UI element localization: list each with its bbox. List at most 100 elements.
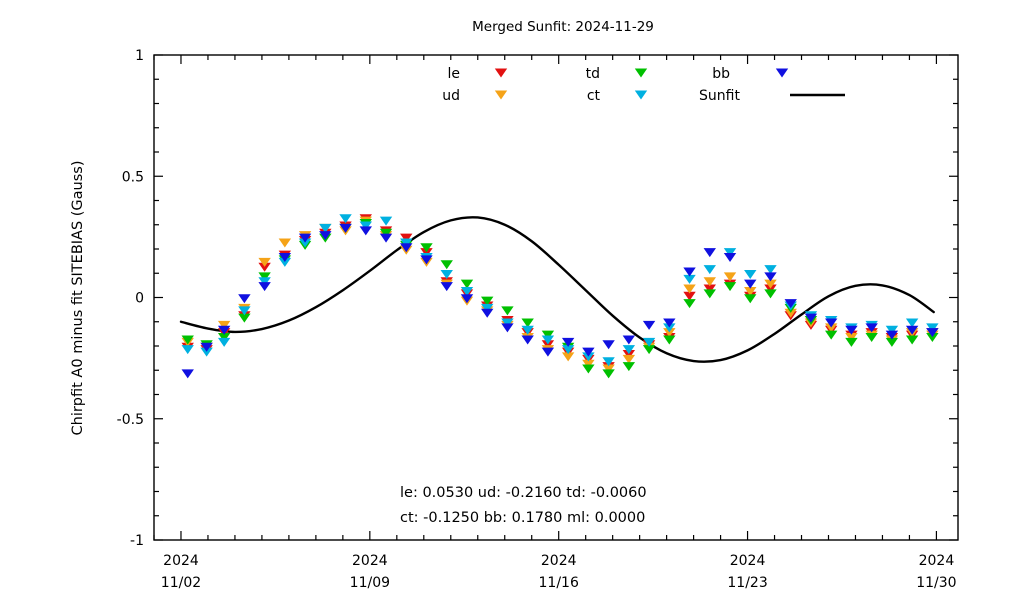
data-marker-bb	[744, 279, 757, 289]
x-tick-label-year: 2024	[163, 553, 199, 569]
data-marker-bb	[723, 252, 737, 262]
data-marker-ct	[885, 325, 899, 335]
data-marker-le	[541, 340, 555, 350]
data-marker-bb	[804, 313, 818, 323]
x-tick-label-year: 2024	[352, 553, 388, 569]
data-marker-ct	[319, 223, 332, 233]
data-marker-ct	[460, 286, 474, 296]
data-marker-ud	[683, 284, 696, 294]
data-marker-ct	[400, 238, 413, 248]
data-marker-bb	[642, 320, 656, 330]
data-marker-ud	[561, 352, 575, 362]
data-marker-le	[764, 284, 777, 294]
data-marker-td	[541, 330, 555, 340]
data-points	[181, 214, 939, 379]
data-marker-td	[379, 228, 393, 238]
data-marker-ud	[845, 333, 858, 343]
data-marker-ct	[926, 323, 939, 333]
data-marker-bb	[238, 294, 251, 304]
y-axis-tick-labels: 1 0.5 0 -0.5 -1	[117, 48, 144, 549]
legend-label-td: td	[586, 66, 600, 82]
chart-title: Merged Sunfit: 2024-11-29	[472, 19, 654, 35]
legend-marker-bb	[775, 68, 789, 78]
legend-marker-ct	[634, 90, 648, 100]
data-marker-ct	[258, 277, 271, 287]
data-marker-bb	[663, 318, 676, 328]
data-marker-bb	[258, 282, 271, 292]
data-marker-bb	[561, 337, 575, 347]
data-marker-bb	[298, 233, 312, 243]
data-marker-bb	[703, 248, 716, 258]
data-marker-ct	[602, 357, 615, 367]
data-marker-le	[258, 262, 271, 272]
data-marker-td	[865, 333, 878, 343]
data-marker-td	[258, 272, 271, 282]
data-marker-td	[764, 289, 777, 299]
data-marker-ct	[582, 352, 595, 362]
x-tick-label-date: 11/23	[727, 575, 767, 591]
data-marker-bb	[420, 255, 433, 265]
data-marker-bb	[339, 223, 352, 233]
data-marker-bb	[400, 243, 413, 253]
data-marker-ct	[723, 248, 737, 258]
data-marker-ct	[379, 216, 393, 226]
x-tick-label-year: 2024	[919, 553, 955, 569]
data-marker-td	[602, 369, 615, 379]
y-axis-label: Chirpfit A0 minus fit SITEBIAS (Gauss)	[70, 160, 86, 435]
data-marker-ud	[824, 323, 838, 333]
y-tick-label: -0.5	[117, 412, 144, 428]
data-marker-bb	[217, 325, 231, 335]
data-marker-ud	[582, 359, 595, 369]
data-marker-bb	[582, 347, 595, 357]
legend-marker-td	[634, 68, 648, 78]
data-marker-ct	[278, 257, 292, 267]
y-tick-label: 1	[135, 48, 144, 64]
data-marker-ct	[541, 335, 555, 345]
data-marker-bb	[845, 325, 858, 335]
data-marker-td	[217, 333, 231, 343]
data-marker-ud	[622, 354, 636, 364]
legend-label-ud: ud	[442, 88, 460, 104]
x-axis-tick-labels: 2024 11/02 2024 11/09 2024 11/16 2024 11/23 2024…	[161, 553, 957, 591]
legend-label-le: le	[447, 66, 460, 82]
data-marker-ud	[278, 238, 292, 248]
data-marker-le	[400, 233, 413, 243]
data-marker-ud	[663, 328, 676, 338]
legend-label-Sunfit: Sunfit	[699, 88, 740, 104]
data-marker-bb	[905, 325, 919, 335]
data-marker-td	[723, 282, 737, 292]
x-tick-label-year: 2024	[541, 553, 577, 569]
y-tick-label: 0.5	[122, 169, 144, 185]
x-tick-label-date: 11/16	[539, 575, 579, 591]
data-marker-ct	[642, 337, 656, 347]
data-marker-ct	[561, 345, 575, 355]
data-marker-ud	[217, 320, 231, 330]
y-tick-label: -1	[130, 533, 144, 549]
sunfit-curve	[179, 216, 935, 363]
data-marker-bb	[824, 318, 838, 328]
data-marker-bb	[200, 342, 213, 352]
data-marker-ct	[744, 269, 757, 279]
x-axis-ticks	[153, 55, 938, 540]
data-marker-ct	[200, 347, 213, 357]
data-marker-ud	[764, 279, 777, 289]
data-marker-ct	[440, 269, 453, 279]
y-tick-label: 0	[135, 291, 144, 307]
axes-frame	[153, 54, 959, 541]
x-tick-label-year: 2024	[730, 553, 766, 569]
data-marker-bb	[784, 299, 797, 309]
data-marker-ct	[521, 325, 534, 335]
data-marker-ct	[663, 323, 676, 333]
data-marker-td	[622, 362, 636, 372]
data-marker-td	[420, 243, 433, 253]
data-marker-td	[683, 299, 696, 309]
data-marker-td	[905, 335, 919, 345]
data-marker-td	[703, 289, 716, 299]
data-marker-td	[824, 330, 838, 340]
data-marker-td	[521, 318, 534, 328]
data-marker-bb	[460, 294, 474, 304]
data-marker-td	[181, 335, 194, 345]
data-marker-td	[926, 333, 939, 343]
data-marker-ct	[481, 303, 494, 313]
